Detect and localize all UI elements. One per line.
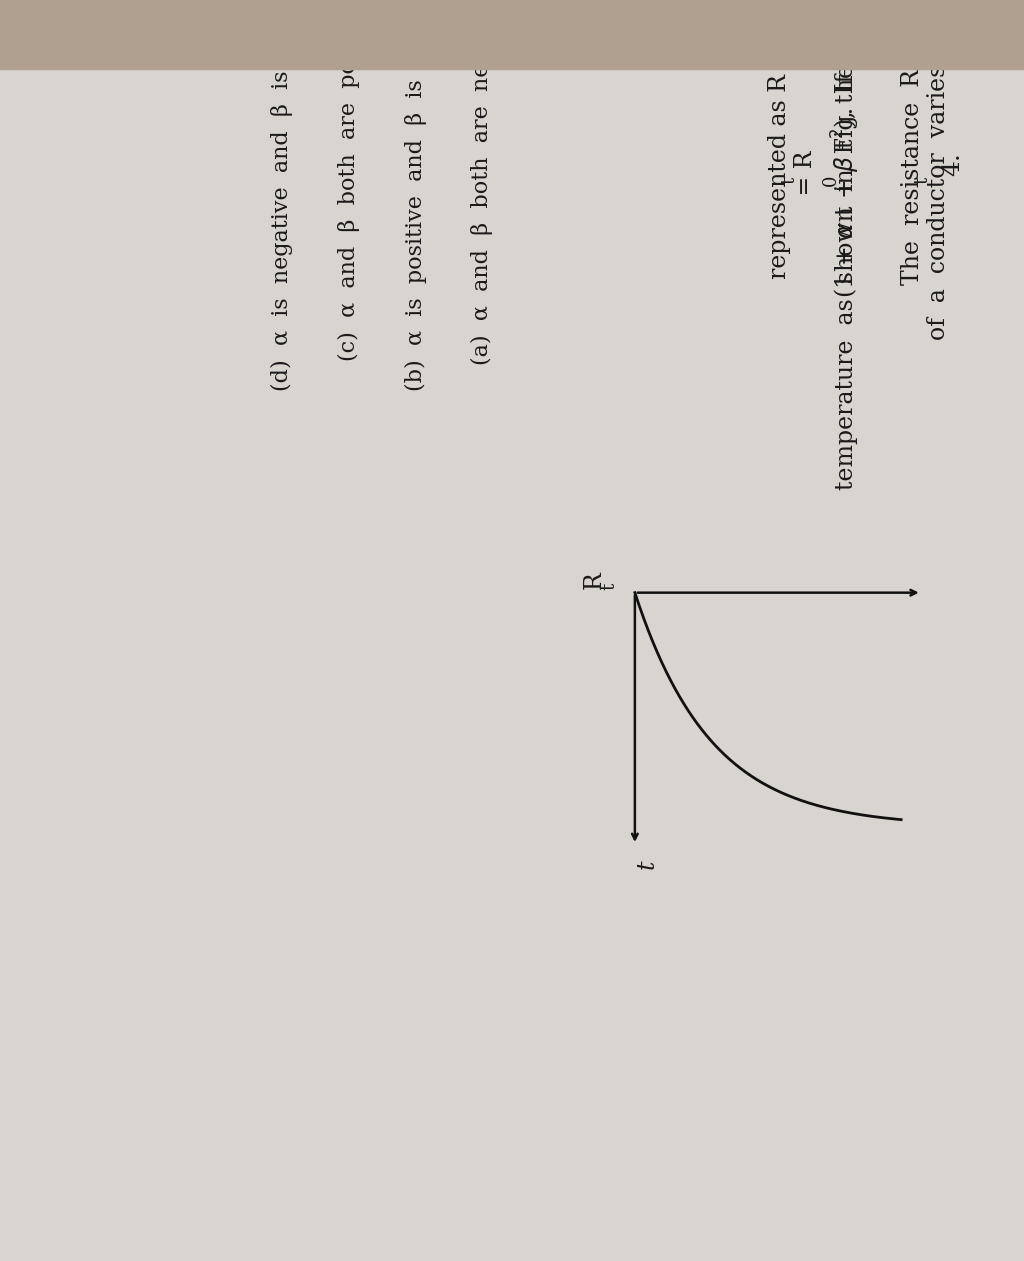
Text: R: R — [583, 571, 605, 589]
Text: 0: 0 — [822, 174, 841, 187]
Text: t: t — [636, 859, 658, 869]
Text: (a)  α  and  β  both  are  negative.: (a) α and β both are negative. — [471, 0, 494, 366]
Text: temperature  as  shown  in  Fig.  If  the  variation  is: temperature as shown in Fig. If the vari… — [835, 0, 857, 489]
Text: 4.: 4. — [941, 153, 964, 175]
Text: = R: = R — [794, 150, 816, 203]
Text: represented as R: represented as R — [768, 74, 791, 279]
Text: The  resistance  R: The resistance R — [901, 68, 924, 285]
Text: of  a  conductor  varies  with: of a conductor varies with — [927, 0, 949, 356]
Text: (c)  α  and  β  both  are  positive.: (c) α and β both are positive. — [338, 0, 360, 361]
Text: (1 + $\alpha$ t + $\beta$ t$^2$), then: (1 + $\alpha$ t + $\beta$ t$^2$), then — [829, 48, 861, 305]
Text: t: t — [600, 583, 618, 590]
Text: (b)  α  is  positive  and  β  is  negative.: (b) α is positive and β is negative. — [404, 0, 427, 391]
Text: (d)  α  is  negative  and  β  is  positive.: (d) α is negative and β is positive. — [271, 0, 294, 391]
Text: t: t — [780, 177, 799, 184]
Bar — [0, 0, 1024, 69]
Text: t: t — [913, 177, 932, 184]
